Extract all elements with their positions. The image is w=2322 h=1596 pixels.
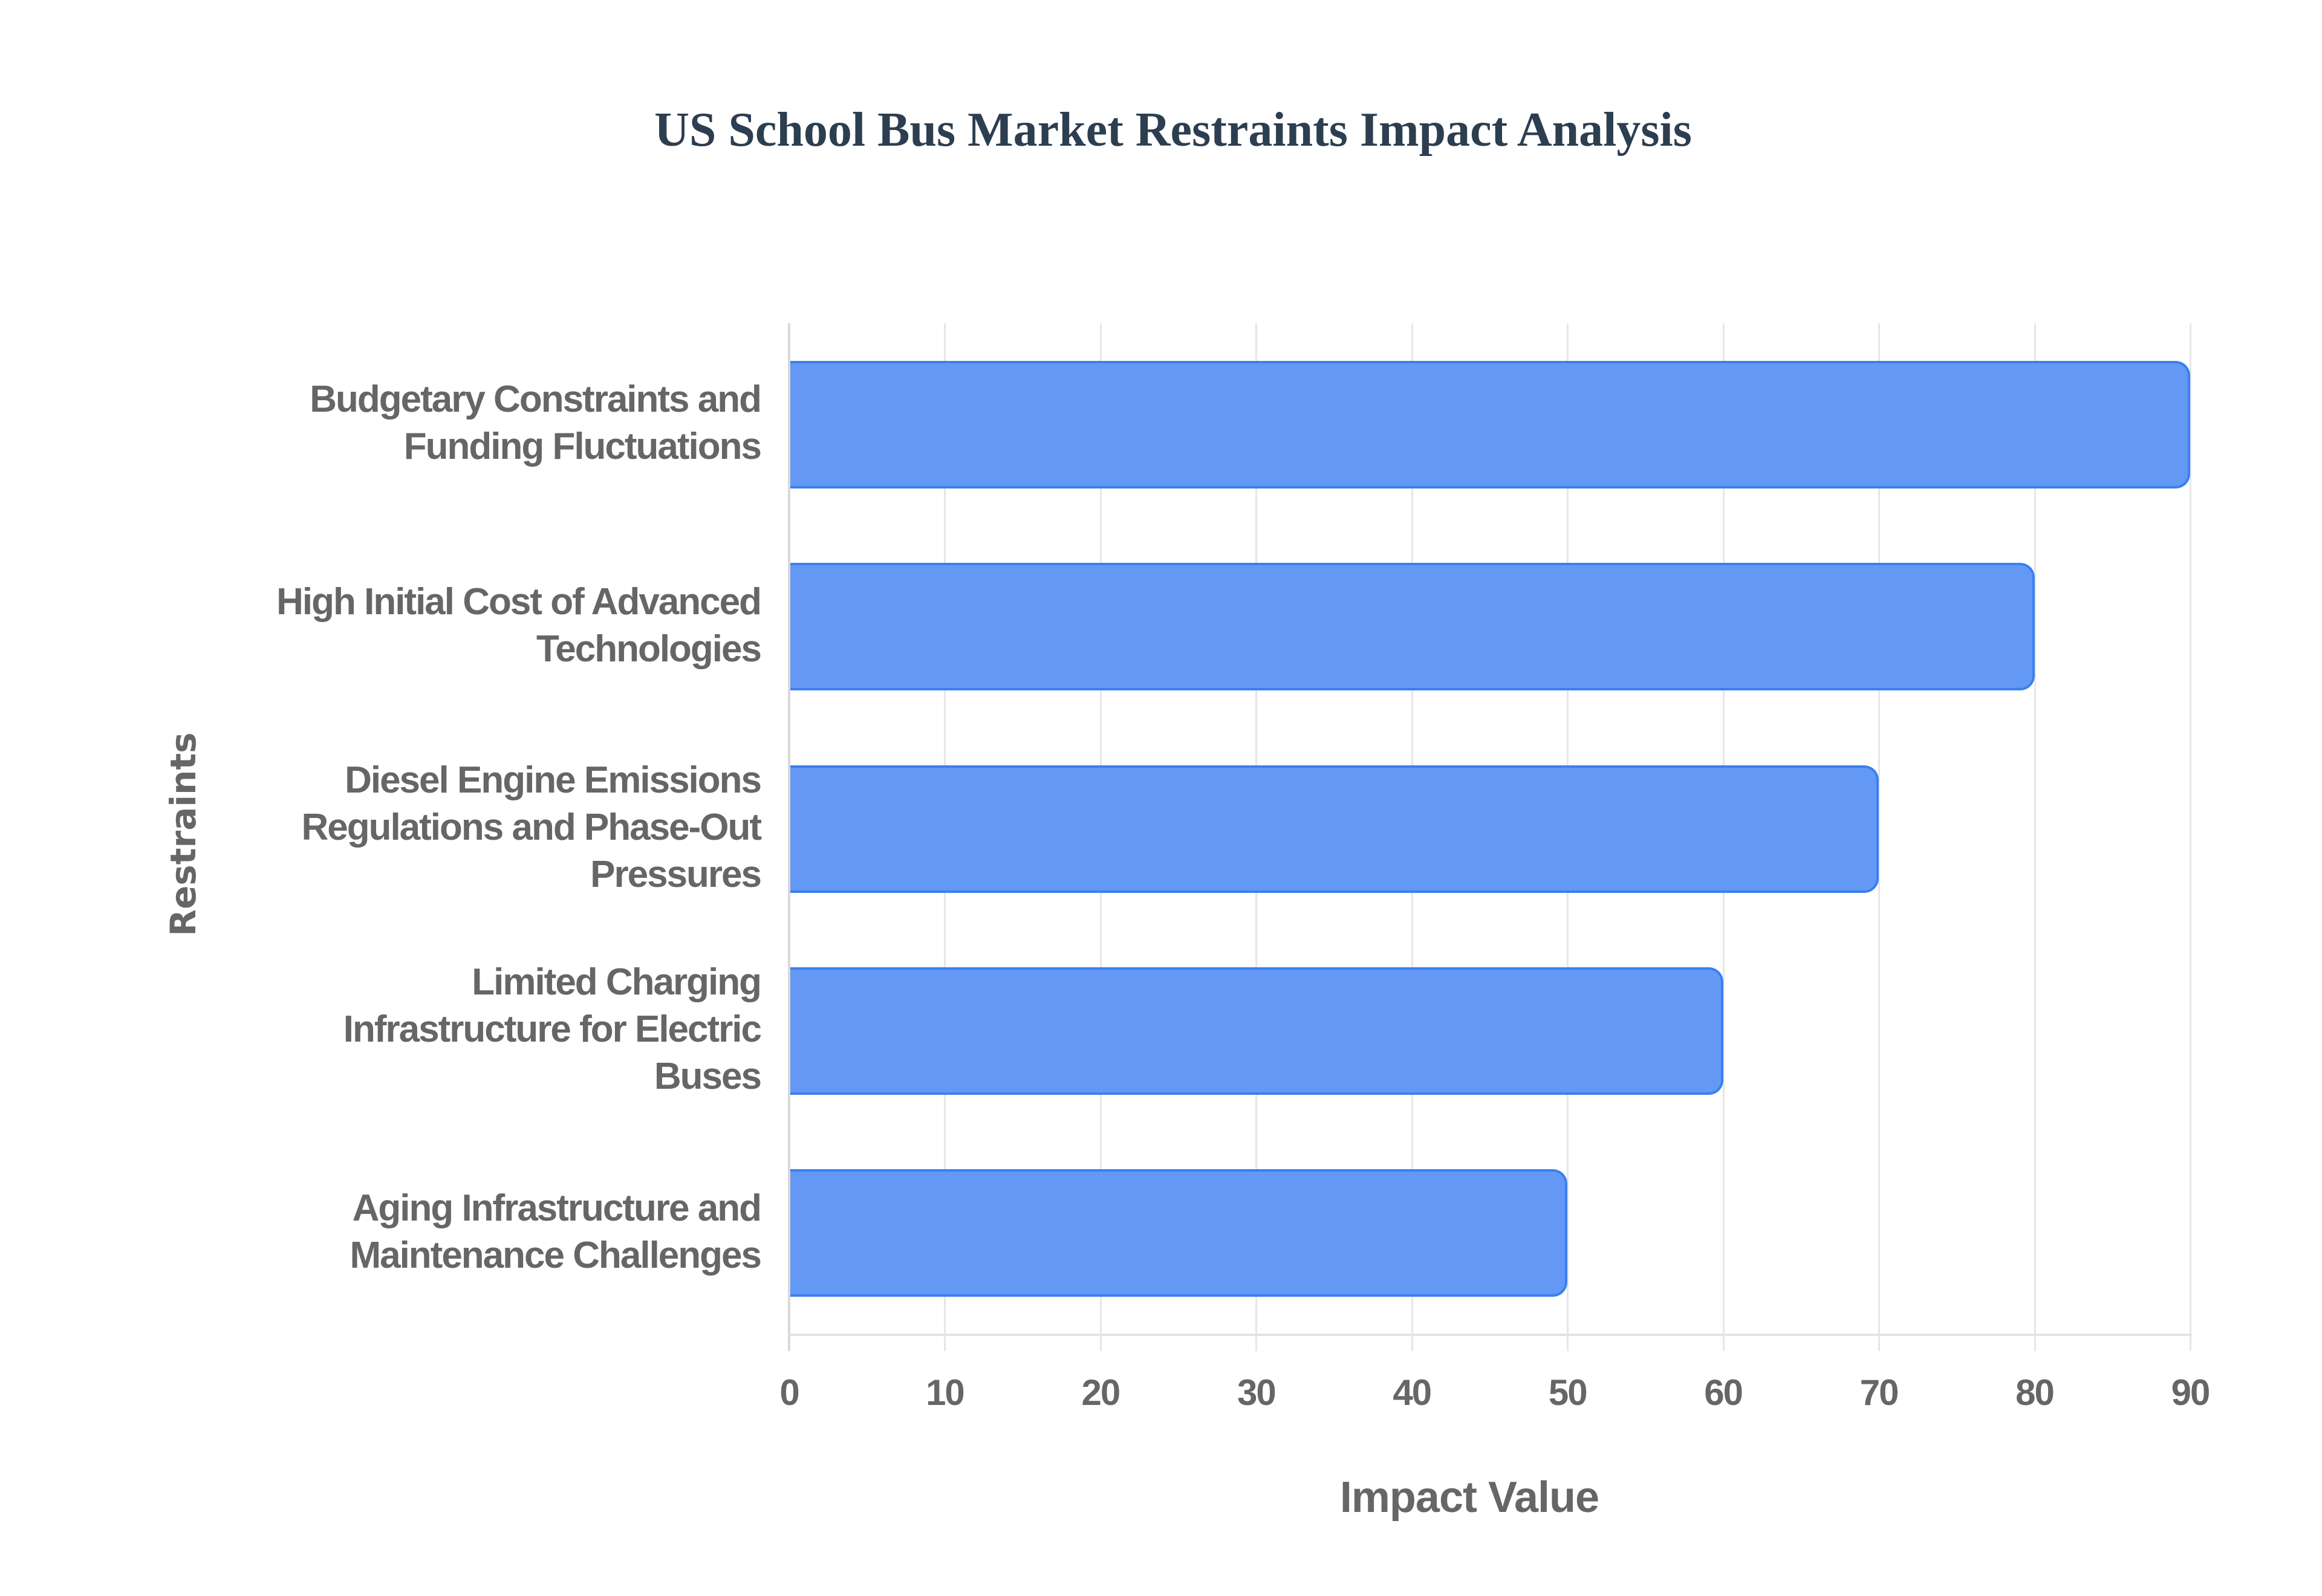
x-axis-title: Impact Value [1339,1473,1599,1522]
plot-area [788,323,2192,1351]
gridline [1878,323,1881,1351]
x-axis-tick-label: 0 [779,1372,799,1413]
x-axis-tick-label: 50 [1548,1372,1588,1413]
x-axis-line [789,1334,2192,1336]
y-axis-label: Diesel Engine Emissions Regulations and … [301,759,762,895]
x-axis-tick-label: 30 [1237,1372,1276,1413]
x-axis-tick-label: 80 [2015,1372,2055,1413]
x-axis-tick-label: 10 [926,1372,965,1413]
gridline [2190,323,2191,1351]
bar[interactable] [789,360,2190,488]
x-axis-tick-label: 20 [1081,1372,1121,1413]
y-axis-line [788,323,790,1351]
bar[interactable] [789,967,1723,1095]
bar[interactable] [789,1169,1568,1297]
x-axis-tick-label: 40 [1393,1372,1432,1413]
y-axis-label: High Initial Cost of Advanced Technologi… [276,580,762,670]
y-axis-label: Budgetary Constraints and Funding Fluctu… [310,378,762,468]
x-axis-tick-label: 90 [2171,1372,2211,1413]
gridline [2034,323,2036,1351]
y-axis-label: Aging Infrastructure and Maintenance Cha… [350,1187,762,1276]
x-axis-tick-label: 70 [1859,1372,1899,1413]
y-axis-label: Limited Charging Infrastructure for Elec… [343,961,762,1098]
bar[interactable] [789,563,2035,691]
bar[interactable] [789,765,1879,893]
chart-title: US School Bus Market Restraints Impact A… [654,103,1692,157]
x-axis-tick-label: 60 [1704,1372,1743,1413]
